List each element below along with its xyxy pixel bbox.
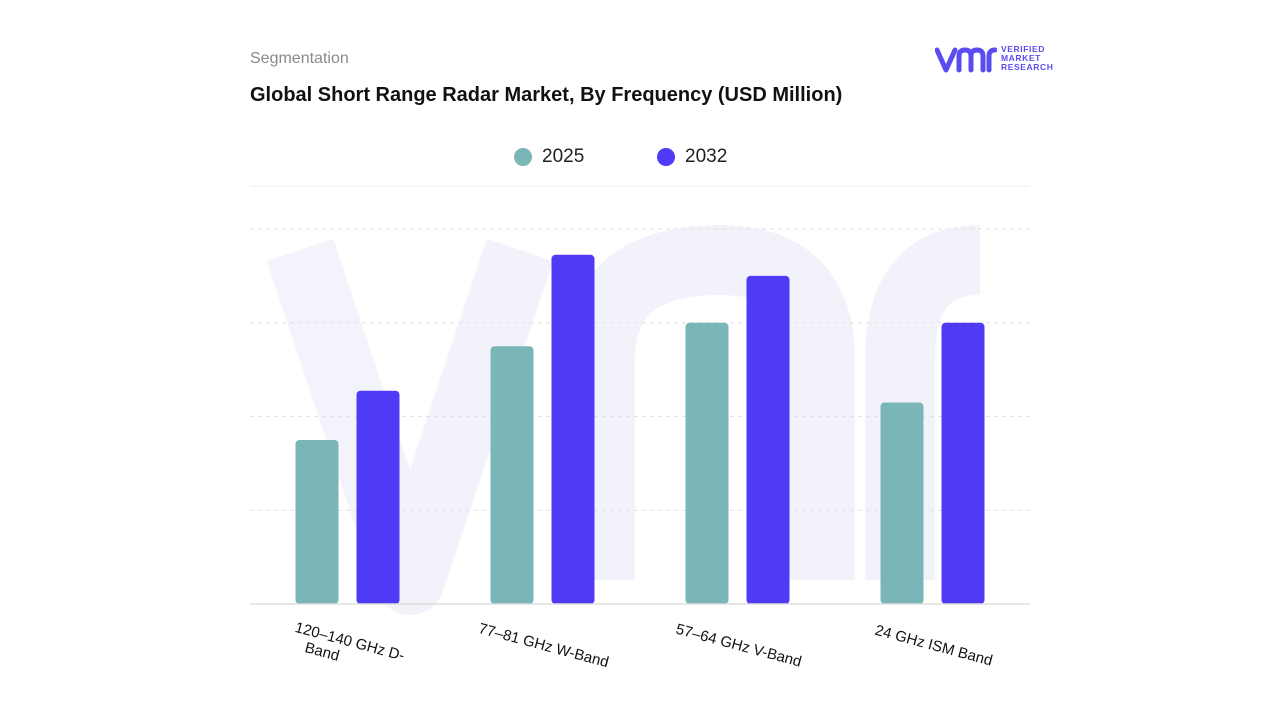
logo-line: MARKET [1001,53,1041,63]
x-tick-labels: 120–140 GHz D-Band 77–81 GHz W-Band 57–64 … [289,619,994,681]
chart-title: Global Short Range Radar Market, By Freq… [250,84,843,106]
vmr-logo-icon [935,47,997,73]
bar-2032-2 [551,254,595,604]
bar-2025-3 [685,322,729,604]
legend-swatch-2025 [514,148,532,166]
x-tick-label: 120–140 GHz D-Band [289,619,407,681]
legend-swatch-2032 [657,148,675,166]
bar-2032-1 [356,390,400,604]
bars [295,254,985,604]
x-tick-label: 57–64 GHz V-Band [674,621,803,671]
bar-2025-2 [490,346,534,604]
bar-2032-4 [941,322,985,604]
bar-2032-3 [746,275,790,604]
segment-label: Segmentation [250,50,349,67]
bar-2025-1 [295,439,339,604]
bar-2025-4 [880,402,924,604]
logo-line: RESEARCH [1001,62,1054,72]
logo-wordmark: VERIFIED MARKET RESEARCH [1001,45,1054,72]
x-tick-label: 24 GHz ISM Band [873,622,994,670]
logo-line: VERIFIED [1001,44,1046,54]
brand-logo: VERIFIED MARKET RESEARCH [935,44,1065,76]
chart-legend: 2025 2032 [0,145,1280,169]
legend-label-2025: 2025 [542,146,585,167]
watermark [266,224,982,615]
legend-label-2032: 2032 [685,146,728,167]
x-tick-label: 77–81 GHz W-Band [477,620,611,671]
